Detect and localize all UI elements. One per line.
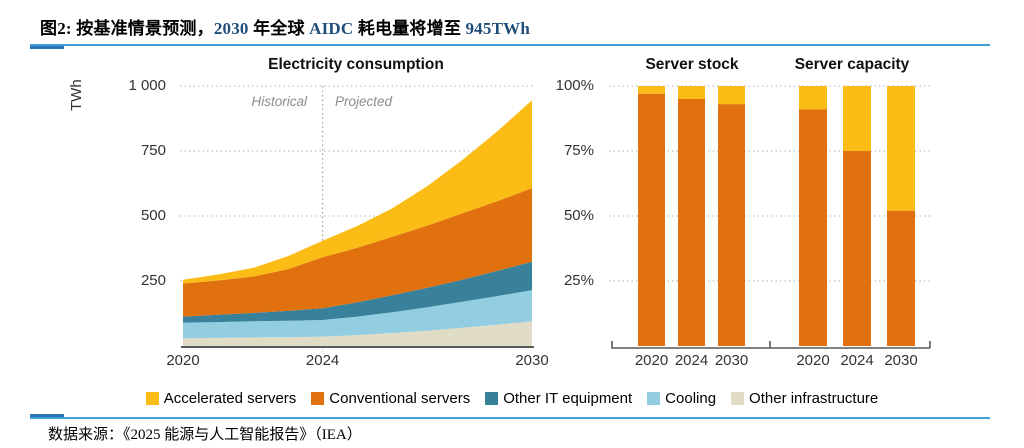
legend-item: Other infrastructure xyxy=(731,390,878,407)
percent-tick-label: 50% xyxy=(563,207,594,224)
figure-title-segment: 年全球 xyxy=(248,19,310,38)
percent-tick-label: 75% xyxy=(563,142,594,159)
title-rule-accent xyxy=(30,46,64,49)
y-tick-label: 1 000 xyxy=(128,77,166,94)
bar-x-tick-label: 2024 xyxy=(840,352,874,369)
bar-x-tick-label: 2020 xyxy=(796,352,830,369)
legend-swatch-icon xyxy=(145,392,159,405)
footer-rule-accent xyxy=(30,414,64,417)
legend-label: Other infrastructure xyxy=(749,390,879,407)
area-chart-title: Electricity consumption xyxy=(268,56,444,73)
stock-chart-title: Server stock xyxy=(645,56,739,73)
legend-swatch-icon xyxy=(311,392,325,405)
percent-tick-label: 100% xyxy=(555,77,594,94)
figure-title-segment: 2030 xyxy=(213,19,249,38)
x-tick-label: 2030 xyxy=(515,352,549,369)
title-rule xyxy=(30,44,990,46)
legend-label: Other IT equipment xyxy=(503,390,633,407)
legend-item: Other IT equipment xyxy=(485,390,632,407)
y-tick-label: 750 xyxy=(140,142,166,159)
x-tick-label: 2020 xyxy=(166,352,200,369)
bar-x-tick-label: 2024 xyxy=(674,352,709,369)
legend-swatch-icon xyxy=(485,392,499,405)
figure-title-segment: AIDC xyxy=(309,19,354,38)
figure-title-segment: 耗电量将增至 xyxy=(353,19,466,38)
legend-label: Accelerated servers xyxy=(163,390,297,407)
figure-title-segment: 945TWh xyxy=(465,19,530,38)
legend: Accelerated servers Conventional servers O… xyxy=(0,390,1024,407)
bar-x-tick-label: 2030 xyxy=(884,352,918,369)
legend-item: Conventional servers xyxy=(311,390,470,407)
source-text: 数据来源：《2025 能源与人工智能报告》（IEA） xyxy=(48,427,362,443)
footer-rule xyxy=(30,417,990,419)
y-tick-label: 250 xyxy=(140,272,166,289)
legend-swatch-icon xyxy=(731,392,745,405)
legend-item: Accelerated servers xyxy=(145,390,297,407)
legend-swatch-icon xyxy=(647,392,661,405)
legend-label: Conventional servers xyxy=(329,390,471,407)
percent-tick-label: 25% xyxy=(563,272,594,289)
capacity-chart-title: Server capacity xyxy=(794,56,910,73)
figure-title-segment: 图2: 按基准情景预测， xyxy=(40,19,214,38)
y-tick-label: 500 xyxy=(140,207,166,224)
figure-title: 图2: 按基准情景预测，2030 年全球 AIDC 耗电量将增至 945TWh xyxy=(40,14,530,39)
historical-label: Historical xyxy=(251,94,307,109)
y-axis-unit-label: TWh xyxy=(68,79,85,111)
legend-label: Cooling xyxy=(665,390,717,407)
legend-item: Cooling xyxy=(647,390,716,407)
bar-x-tick-label: 2020 xyxy=(634,352,669,369)
x-tick-label: 2024 xyxy=(305,352,340,369)
projected-label: Projected xyxy=(335,94,393,109)
bar-x-tick-label: 2030 xyxy=(714,352,749,369)
